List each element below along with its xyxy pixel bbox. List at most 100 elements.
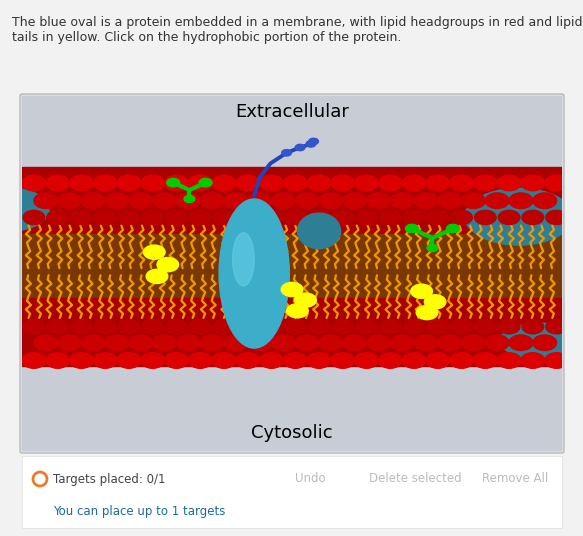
Circle shape [343,335,367,351]
Circle shape [319,335,343,351]
Circle shape [189,210,211,225]
Circle shape [521,353,545,368]
Circle shape [153,193,177,209]
Circle shape [309,138,318,145]
Circle shape [367,193,390,209]
Circle shape [22,353,45,368]
Circle shape [451,319,472,334]
Circle shape [199,178,212,187]
Circle shape [167,178,180,187]
Circle shape [473,175,497,191]
Circle shape [117,175,141,191]
Circle shape [129,193,153,209]
Circle shape [380,210,401,225]
Circle shape [367,335,390,351]
Circle shape [58,335,82,351]
Circle shape [281,282,303,296]
Circle shape [462,193,485,209]
Circle shape [184,196,195,203]
Circle shape [343,193,367,209]
Ellipse shape [297,213,340,249]
Circle shape [69,175,93,191]
Circle shape [23,210,45,225]
Circle shape [213,210,235,225]
Circle shape [354,175,378,191]
Text: Cytosolic: Cytosolic [251,425,333,442]
Circle shape [485,193,509,209]
Circle shape [545,353,568,368]
Circle shape [414,193,438,209]
Text: Extracellular: Extracellular [235,103,349,121]
Bar [22,299,562,366]
FancyBboxPatch shape [20,94,564,453]
Circle shape [509,193,533,209]
Circle shape [188,353,212,368]
Circle shape [224,193,248,209]
Circle shape [426,353,449,368]
Circle shape [427,319,448,334]
Circle shape [236,175,259,191]
Circle shape [200,335,224,351]
Circle shape [166,319,187,334]
Circle shape [272,335,295,351]
Circle shape [143,245,165,259]
Text: Undo: Undo [294,473,325,486]
Circle shape [485,335,509,351]
Circle shape [497,353,521,368]
Circle shape [403,210,425,225]
Circle shape [129,335,153,351]
Circle shape [157,257,178,272]
Circle shape [354,353,378,368]
Text: The blue oval is a protein embedded in a membrane, with lipid headgroups in red : The blue oval is a protein embedded in a… [12,16,582,44]
Text: You can place up to 1 targets: You can place up to 1 targets [53,504,226,517]
Circle shape [331,353,354,368]
Circle shape [295,193,319,209]
Circle shape [82,335,105,351]
Circle shape [141,353,164,368]
Circle shape [285,210,306,225]
Circle shape [424,295,446,309]
Circle shape [212,175,236,191]
Circle shape [34,193,58,209]
Circle shape [402,175,426,191]
Circle shape [416,306,438,319]
Bar [22,167,562,238]
Circle shape [545,175,568,191]
Circle shape [259,353,283,368]
Circle shape [71,210,92,225]
Circle shape [117,353,141,368]
Circle shape [141,175,164,191]
Circle shape [82,193,105,209]
Circle shape [307,353,331,368]
Circle shape [378,175,402,191]
Ellipse shape [0,188,49,231]
Circle shape [237,319,258,334]
Circle shape [438,335,462,351]
Circle shape [166,210,187,225]
Circle shape [188,175,212,191]
Circle shape [332,210,353,225]
Circle shape [283,175,307,191]
Circle shape [272,193,295,209]
Ellipse shape [233,233,254,286]
Circle shape [153,335,177,351]
Circle shape [390,335,414,351]
Circle shape [306,141,316,147]
Circle shape [236,353,259,368]
Circle shape [248,193,272,209]
Circle shape [533,193,557,209]
Circle shape [283,353,307,368]
Circle shape [427,244,438,251]
Circle shape [200,193,224,209]
Circle shape [402,353,426,368]
Circle shape [146,269,168,284]
Circle shape [118,210,140,225]
Circle shape [426,175,449,191]
Circle shape [332,319,353,334]
Circle shape [287,304,308,318]
Circle shape [177,335,200,351]
Circle shape [47,210,68,225]
Circle shape [405,224,419,233]
Circle shape [295,335,319,351]
Text: Targets placed: 0/1: Targets placed: 0/1 [53,473,166,486]
